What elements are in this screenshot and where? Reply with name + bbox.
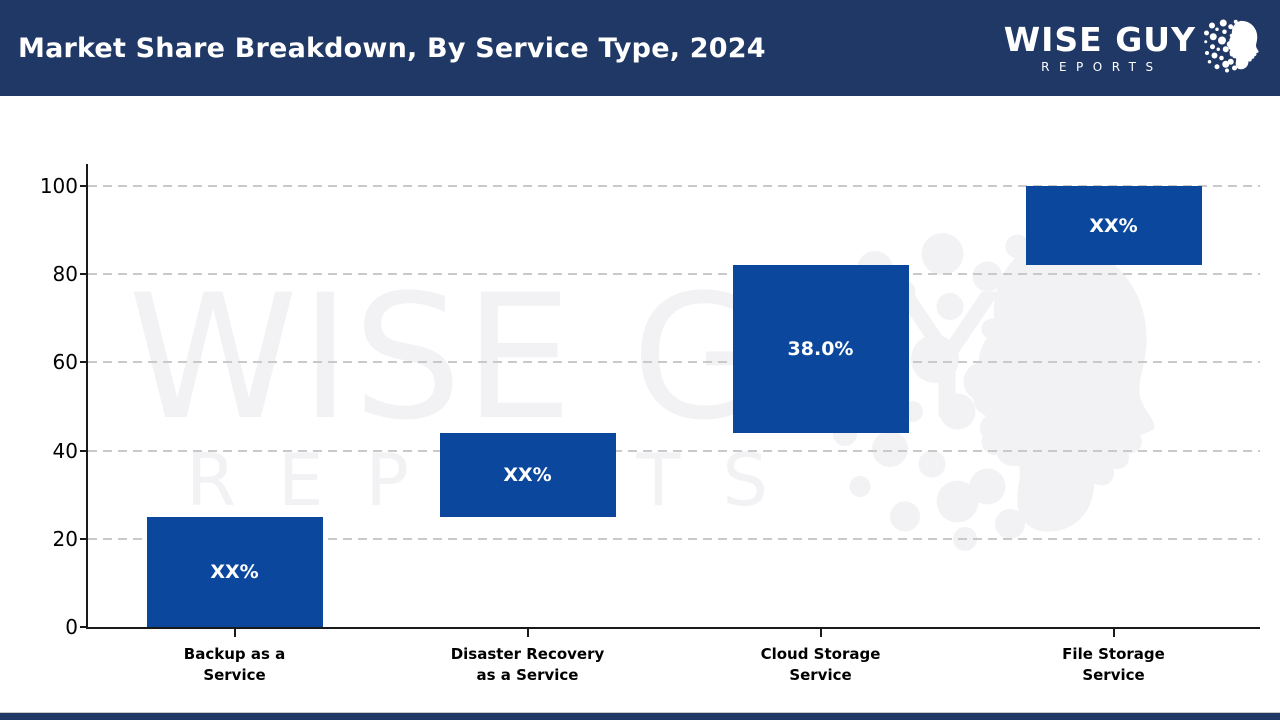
y-axis-tick-40 xyxy=(80,449,88,452)
gridline-60 xyxy=(88,361,1260,364)
gridline-40 xyxy=(88,449,1260,452)
y-axis-label-60: 60 xyxy=(52,350,78,375)
y-axis-label-40: 40 xyxy=(52,438,78,463)
x-axis-tick xyxy=(819,629,822,637)
bar-segment: XX% xyxy=(146,516,323,627)
x-category-label: Cloud Storage Service xyxy=(760,645,881,684)
face-profile-icon xyxy=(1202,8,1262,88)
logo-name-text: WISE GUY xyxy=(1003,20,1196,59)
chart-title: Market Share Breakdown, By Service Type,… xyxy=(18,32,766,64)
gridline-100 xyxy=(88,185,1260,187)
y-axis-tick-20 xyxy=(80,537,88,540)
y-axis-label-80: 80 xyxy=(52,262,78,287)
x-category-label: Backup as a Service xyxy=(183,645,286,684)
bar-value-label: XX% xyxy=(210,560,259,583)
y-axis-tick-0 xyxy=(80,626,88,628)
x-axis-spine xyxy=(86,627,1260,629)
x-category-label: File Storage Service xyxy=(1062,645,1165,684)
bar-segment: XX% xyxy=(1025,186,1202,266)
x-axis-tick xyxy=(1112,629,1115,637)
footer-bar xyxy=(0,712,1280,720)
y-axis-label-0: 0 xyxy=(65,615,78,639)
bar-segment: XX% xyxy=(439,432,616,517)
bar-value-label: XX% xyxy=(503,463,552,486)
y-axis-label-20: 20 xyxy=(52,526,78,551)
bar-value-label: XX% xyxy=(1089,214,1138,237)
logo-reports-text: REPORTS xyxy=(1041,60,1163,74)
y-axis-tick-60 xyxy=(80,361,88,364)
gridline-20 xyxy=(88,537,1260,540)
header-bar: Market Share Breakdown, By Service Type,… xyxy=(0,0,1280,96)
wise-guy-reports-logo: WISE GUY REPORTS xyxy=(1004,8,1262,88)
gridline-80 xyxy=(88,273,1260,276)
x-axis-tick xyxy=(233,629,236,637)
bar-value-label: 38.0% xyxy=(787,338,854,361)
x-axis-tick xyxy=(526,629,529,637)
bar-segment: 38.0% xyxy=(732,265,909,433)
y-axis-tick-80 xyxy=(80,273,88,276)
y-axis-tick-100 xyxy=(80,185,88,187)
y-axis-spine xyxy=(86,164,88,629)
x-category-label: Disaster Recovery as a Service xyxy=(450,645,605,684)
y-axis-label-100: 100 xyxy=(39,174,78,198)
